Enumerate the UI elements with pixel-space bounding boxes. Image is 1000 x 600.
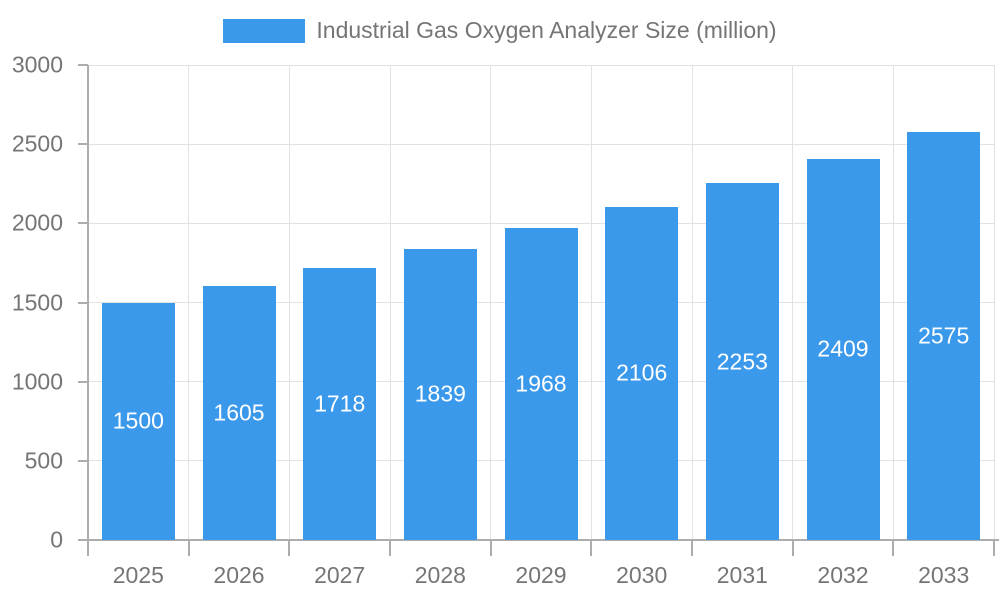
y-axis-tick: [78, 222, 88, 225]
x-tick-label: 2033: [918, 562, 970, 588]
h-gridline: [88, 222, 994, 224]
v-gridline: [691, 65, 693, 540]
y-tick-label: 2000: [11, 209, 63, 236]
legend-item[interactable]: Industrial Gas Oxygen Analyzer Size (mil…: [0, 17, 1000, 44]
x-axis-tick: [187, 540, 190, 556]
v-gridline: [389, 65, 391, 540]
bar-value-label: 2575: [918, 322, 970, 349]
y-axis-tick: [78, 539, 88, 541]
y-axis-tick: [78, 64, 88, 66]
h-gridline: [88, 143, 994, 145]
y-axis-tick: [78, 459, 88, 462]
bar-value-label: 1968: [515, 370, 567, 397]
y-tick-label: 2500: [11, 130, 63, 157]
y-axis-line: [87, 65, 89, 540]
v-gridline: [892, 65, 894, 540]
bar-value-label: 2409: [817, 335, 869, 362]
y-tick-label: 0: [50, 526, 63, 553]
x-axis-tick: [288, 540, 291, 556]
bar-value-label: 1605: [213, 399, 265, 426]
bar: [907, 132, 981, 540]
bar: [202, 285, 276, 540]
x-tick-label: 2025: [112, 562, 164, 588]
y-tick-label: 1000: [11, 368, 63, 395]
legend-swatch-icon: [223, 18, 306, 43]
x-tick-label: 2031: [716, 562, 768, 588]
v-gridline: [993, 65, 995, 540]
v-gridline: [288, 65, 290, 540]
x-tick-label: 2028: [414, 562, 466, 588]
x-tick-label: 2029: [515, 562, 567, 588]
v-gridline: [590, 65, 592, 540]
y-axis-tick: [78, 380, 88, 383]
x-tick-label: 2027: [314, 562, 366, 588]
bar: [705, 183, 779, 540]
x-tick-label: 2030: [616, 562, 668, 588]
v-gridline: [188, 65, 190, 540]
bar: [303, 267, 377, 540]
x-axis-tick: [389, 540, 391, 556]
h-gridline: [88, 64, 994, 66]
v-gridline: [792, 65, 794, 540]
bar-value-label: 1718: [314, 390, 366, 417]
bar: [806, 158, 880, 540]
x-tick-label: 2026: [213, 562, 265, 588]
bar-value-label: 2106: [616, 359, 668, 386]
bar-value-label: 1839: [414, 380, 466, 407]
bar: [403, 248, 477, 540]
y-tick-label: 3000: [11, 51, 63, 78]
bar-value-label: 2253: [716, 348, 768, 375]
legend-label: Industrial Gas Oxygen Analyzer Size (mil…: [316, 17, 777, 43]
y-axis-tick: [78, 143, 88, 146]
x-axis-line: [87, 539, 999, 541]
x-axis-tick: [892, 540, 895, 556]
y-axis-tick: [78, 301, 88, 304]
x-axis-tick: [691, 540, 693, 556]
x-axis-tick: [87, 540, 89, 556]
bar: [504, 228, 578, 540]
bar-value-label: 1500: [112, 407, 164, 434]
x-axis-tick: [993, 540, 995, 556]
bar: [605, 206, 679, 540]
x-axis-tick: [489, 540, 492, 556]
x-axis-tick: [590, 540, 593, 556]
v-gridline: [490, 65, 492, 540]
x-tick-label: 2032: [817, 562, 869, 588]
y-tick-label: 500: [24, 447, 63, 474]
x-axis-tick: [791, 540, 794, 556]
bar: [101, 302, 175, 540]
y-tick-label: 1500: [11, 289, 63, 315]
